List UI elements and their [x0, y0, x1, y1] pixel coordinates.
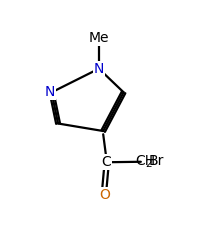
Text: N: N	[94, 62, 104, 76]
Text: Br: Br	[149, 154, 164, 168]
Text: C: C	[101, 155, 111, 169]
Text: N: N	[44, 85, 55, 99]
Text: 2: 2	[146, 159, 152, 169]
Text: CH: CH	[135, 154, 156, 168]
Text: O: O	[99, 188, 110, 202]
Text: Me: Me	[89, 30, 109, 44]
